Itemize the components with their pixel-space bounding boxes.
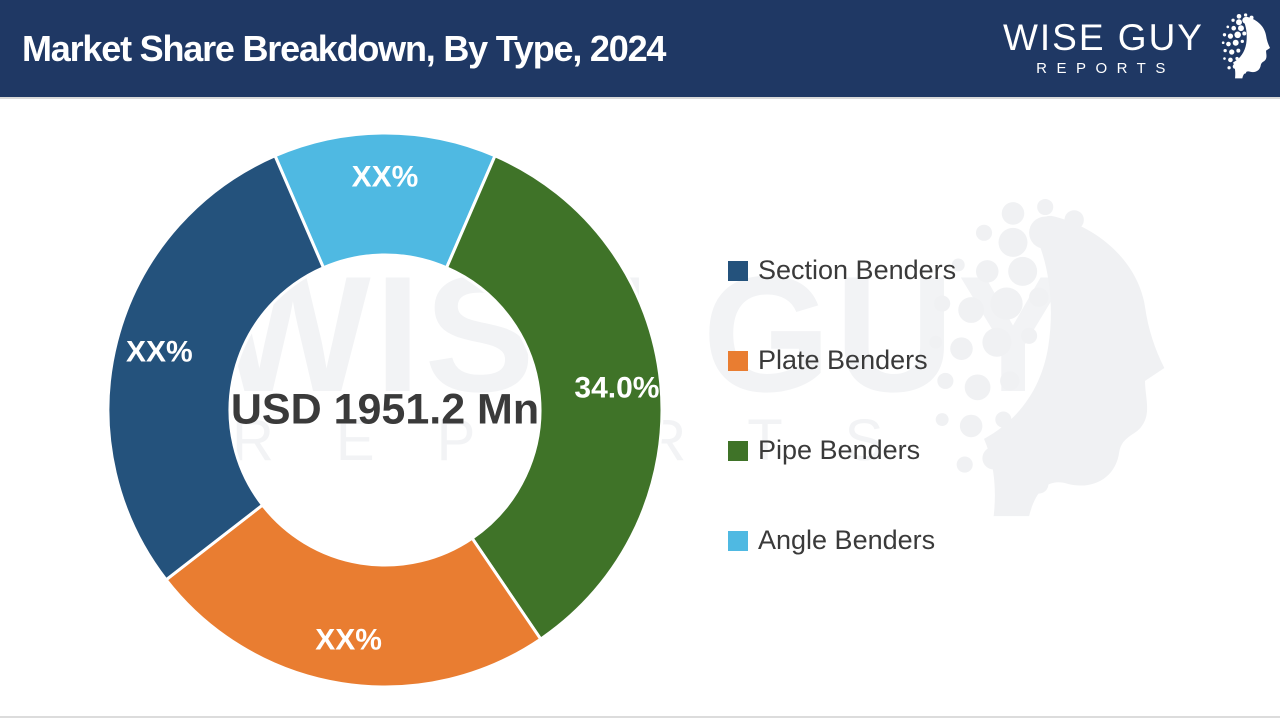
legend-label: Pipe Benders [758,435,921,465]
legend-item-plate-benders: Plate Benders [728,345,956,376]
header-bar: Market Share Breakdown, By Type, 2024 [0,0,1280,97]
segment-value-label-plate-benders: XX% [315,624,382,657]
donut-segment-plate-benders [164,502,543,689]
segment-value-label-section-benders: XX% [126,336,193,369]
segment-value-label-angle-benders: XX% [352,161,419,194]
chart-legend: Section Benders Plate Benders Pipe Bende… [728,255,956,615]
legend-item-section-benders: Section Benders [728,255,956,286]
legend-swatch-section-benders [728,260,748,281]
legend-item-angle-benders: Angle Benders [728,525,956,556]
legend-swatch-plate-benders [728,350,748,371]
donut-chart: XX% 34.0% XX% XX% [106,131,664,689]
donut-segment-section-benders [106,153,326,582]
wise-guy-reports-logo: WISE GUY REPORTS [1003,4,1272,92]
segment-value-label-pipe-benders: 34.0% [574,372,659,405]
legend-label: Plate Benders [758,345,928,375]
footer-divider [0,716,1280,718]
logo-wordmark: WISE GUY [1002,17,1204,58]
page-title: Market Share Breakdown, By Type, 2024 [22,27,666,69]
chart-center-value: USD 1951.2 Mn [230,385,540,434]
header-divider [0,97,1280,99]
logo-subtitle: REPORTS [1036,60,1175,77]
donut-segment-pipe-benders [444,153,664,642]
legend-label: Angle Benders [758,525,936,555]
legend-item-pipe-benders: Pipe Benders [728,435,956,466]
legend-label: Section Benders [758,255,957,285]
logo-text: WISE GUY REPORTS [1003,19,1204,77]
legend-swatch-pipe-benders [728,440,748,461]
legend-swatch-angle-benders [728,530,748,551]
logo-face-dots-icon [1221,13,1271,79]
